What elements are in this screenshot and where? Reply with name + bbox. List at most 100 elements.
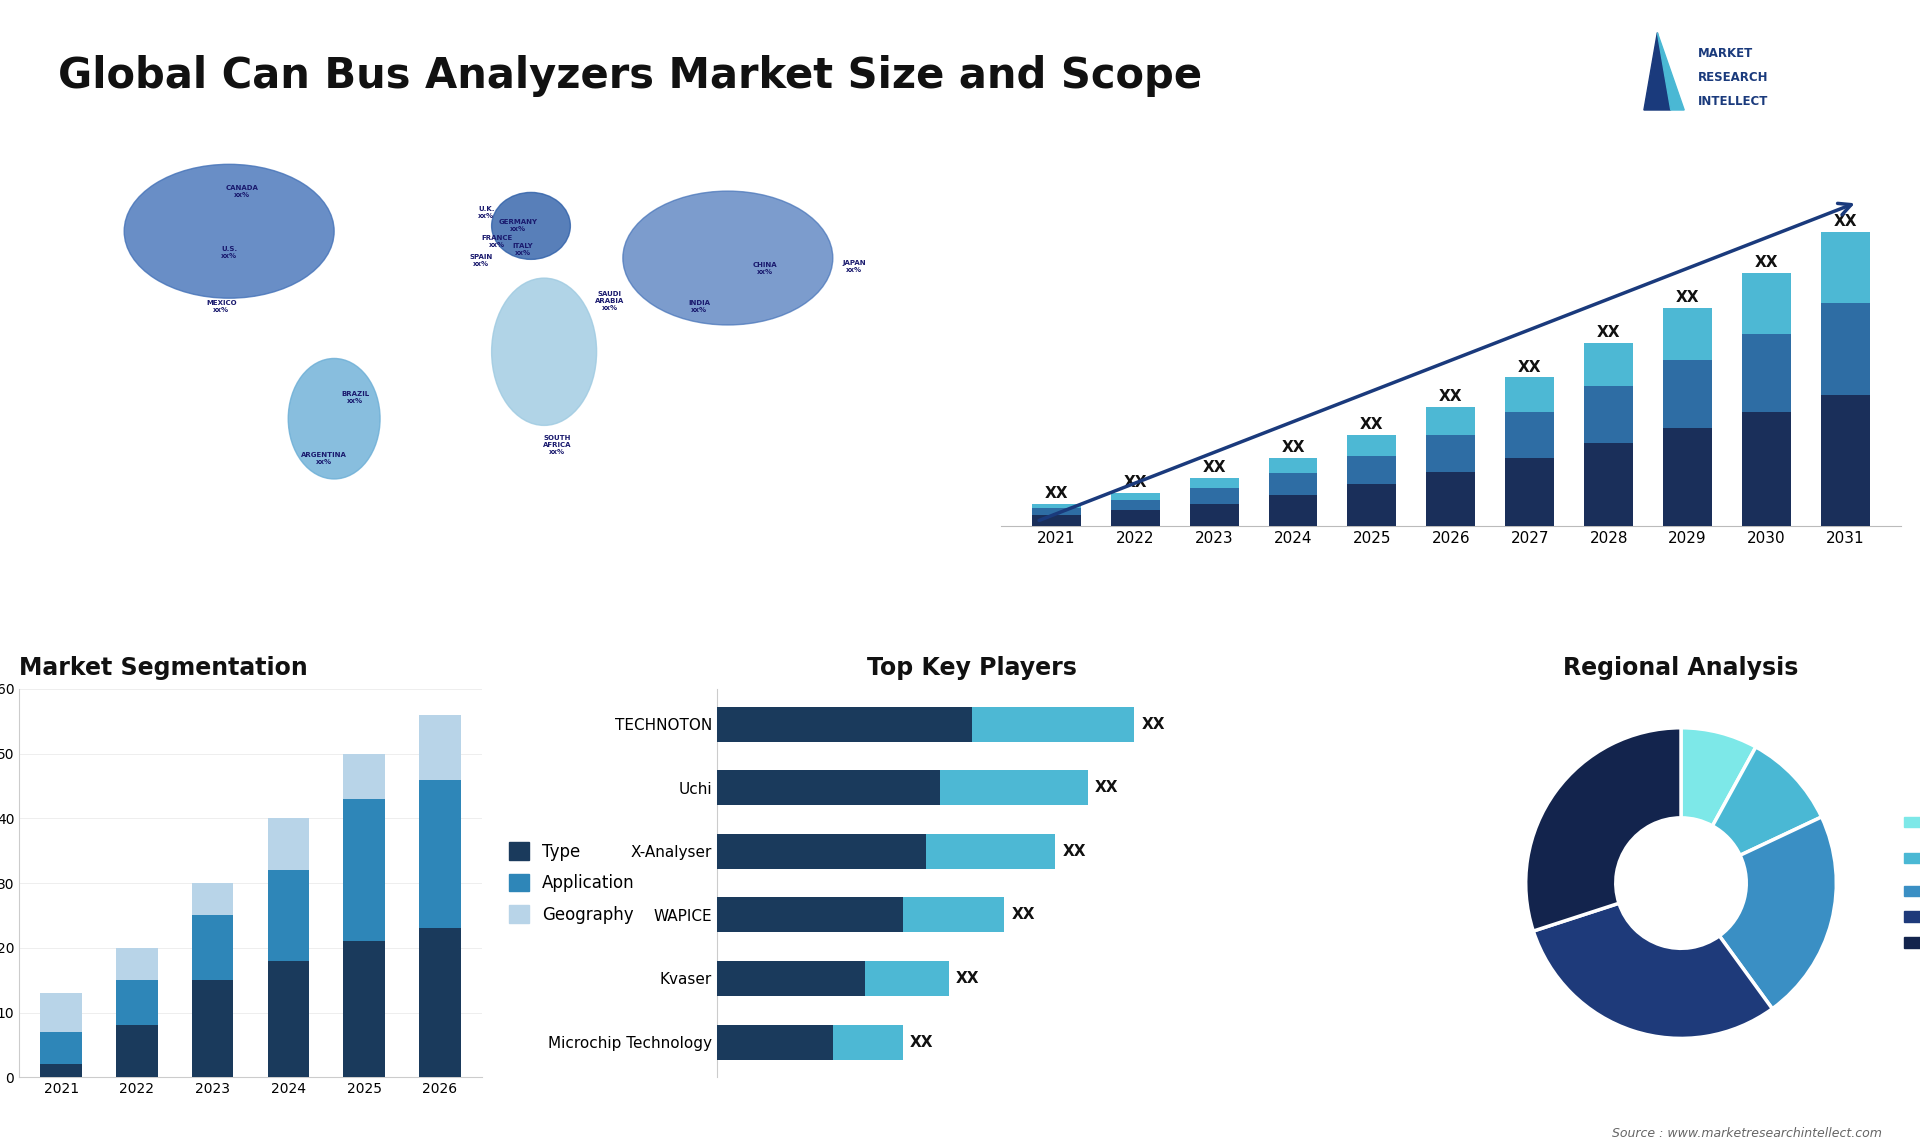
Bar bbox=[267, 960, 309, 1077]
Wedge shape bbox=[1534, 903, 1772, 1038]
Bar bbox=[1190, 488, 1238, 504]
Ellipse shape bbox=[492, 278, 597, 425]
Bar bbox=[833, 1025, 902, 1060]
Text: SPAIN
xx%: SPAIN xx% bbox=[470, 254, 493, 267]
Bar bbox=[1031, 504, 1081, 509]
Bar bbox=[716, 1025, 833, 1060]
Title: Top Key Players: Top Key Players bbox=[866, 656, 1077, 680]
Bar bbox=[40, 994, 83, 1031]
Bar bbox=[1820, 231, 1870, 304]
Text: XX: XX bbox=[1202, 461, 1225, 476]
Ellipse shape bbox=[125, 164, 334, 298]
Bar bbox=[1741, 413, 1791, 526]
Text: FRANCE
xx%: FRANCE xx% bbox=[482, 235, 513, 249]
Text: XX: XX bbox=[1281, 440, 1306, 455]
Text: SOUTH
AFRICA
xx%: SOUTH AFRICA xx% bbox=[543, 435, 572, 455]
Bar bbox=[115, 980, 157, 1026]
Bar bbox=[716, 834, 925, 869]
Bar bbox=[40, 1065, 83, 1077]
Bar bbox=[267, 870, 309, 960]
Polygon shape bbox=[1644, 33, 1670, 110]
Ellipse shape bbox=[288, 359, 380, 479]
Bar bbox=[1820, 304, 1870, 395]
Bar bbox=[1427, 435, 1475, 472]
Legend: Type, Application, Geography: Type, Application, Geography bbox=[509, 842, 636, 924]
Text: XX: XX bbox=[1044, 486, 1068, 502]
Bar bbox=[716, 897, 902, 933]
Bar bbox=[1348, 484, 1396, 526]
Bar bbox=[1820, 395, 1870, 526]
Polygon shape bbox=[1657, 33, 1684, 110]
Text: XX: XX bbox=[1834, 214, 1857, 229]
Bar bbox=[1427, 407, 1475, 435]
Text: U.S.
xx%: U.S. xx% bbox=[221, 246, 238, 259]
Text: SAUDI
ARABIA
xx%: SAUDI ARABIA xx% bbox=[595, 291, 624, 311]
Bar bbox=[716, 770, 939, 806]
Bar bbox=[1348, 435, 1396, 456]
Text: ARGENTINA
xx%: ARGENTINA xx% bbox=[301, 453, 348, 465]
Text: MEXICO
xx%: MEXICO xx% bbox=[205, 300, 236, 313]
Text: Global Can Bus Analyzers Market Size and Scope: Global Can Bus Analyzers Market Size and… bbox=[58, 55, 1202, 97]
Text: XX: XX bbox=[1359, 417, 1384, 432]
Text: XX: XX bbox=[1440, 390, 1463, 405]
Bar bbox=[716, 961, 866, 996]
Bar bbox=[866, 961, 948, 996]
Bar bbox=[1427, 472, 1475, 526]
Text: XX: XX bbox=[1012, 908, 1035, 923]
Bar bbox=[344, 754, 386, 799]
Bar bbox=[115, 1026, 157, 1077]
Bar bbox=[344, 941, 386, 1077]
Bar bbox=[40, 1031, 83, 1065]
Bar bbox=[1031, 509, 1081, 516]
Text: XX: XX bbox=[1519, 360, 1542, 375]
Bar bbox=[1110, 510, 1160, 526]
Ellipse shape bbox=[622, 191, 833, 325]
Wedge shape bbox=[1526, 728, 1682, 931]
Bar bbox=[1741, 273, 1791, 333]
Bar bbox=[1269, 473, 1317, 495]
Text: CANADA
xx%: CANADA xx% bbox=[227, 185, 259, 197]
Bar bbox=[1741, 333, 1791, 413]
Bar bbox=[1505, 457, 1555, 526]
Text: Source : www.marketresearchintellect.com: Source : www.marketresearchintellect.com bbox=[1611, 1128, 1882, 1140]
Title: Regional Analysis: Regional Analysis bbox=[1563, 656, 1799, 680]
Bar bbox=[192, 980, 234, 1077]
Text: CHINA
xx%: CHINA xx% bbox=[753, 262, 778, 275]
Bar bbox=[1190, 504, 1238, 526]
Bar bbox=[972, 707, 1135, 741]
Text: U.K.
xx%: U.K. xx% bbox=[478, 206, 495, 219]
Bar bbox=[419, 779, 461, 928]
Bar bbox=[1269, 457, 1317, 473]
Bar bbox=[1505, 413, 1555, 457]
Text: BRAZIL
xx%: BRAZIL xx% bbox=[342, 391, 369, 403]
Bar bbox=[939, 770, 1089, 806]
Bar bbox=[1110, 500, 1160, 510]
Bar bbox=[344, 799, 386, 941]
Text: XX: XX bbox=[1755, 256, 1778, 270]
Bar bbox=[1663, 307, 1713, 360]
Text: XX: XX bbox=[1062, 843, 1087, 858]
Legend: Latin America, Middle East &
Africa, Asia Pacific, Europe, North America: Latin America, Middle East & Africa, Asi… bbox=[1899, 809, 1920, 957]
Bar bbox=[1584, 386, 1634, 442]
Bar bbox=[1348, 456, 1396, 484]
Bar bbox=[267, 818, 309, 870]
Bar bbox=[1663, 360, 1713, 429]
Bar bbox=[1269, 495, 1317, 526]
Bar bbox=[115, 948, 157, 980]
Bar bbox=[1584, 442, 1634, 526]
Bar bbox=[1031, 516, 1081, 526]
Text: XX: XX bbox=[1123, 476, 1146, 490]
Bar bbox=[419, 715, 461, 779]
Bar bbox=[192, 884, 234, 916]
Wedge shape bbox=[1682, 728, 1757, 826]
Text: MARKET: MARKET bbox=[1697, 47, 1753, 60]
Bar bbox=[1110, 493, 1160, 500]
Bar bbox=[925, 834, 1056, 869]
Bar bbox=[1663, 429, 1713, 526]
Bar bbox=[1190, 478, 1238, 488]
Bar bbox=[1584, 343, 1634, 386]
Ellipse shape bbox=[492, 193, 570, 259]
Text: XX: XX bbox=[910, 1035, 933, 1050]
Text: ITALY
xx%: ITALY xx% bbox=[513, 243, 534, 257]
Bar bbox=[1505, 377, 1555, 413]
